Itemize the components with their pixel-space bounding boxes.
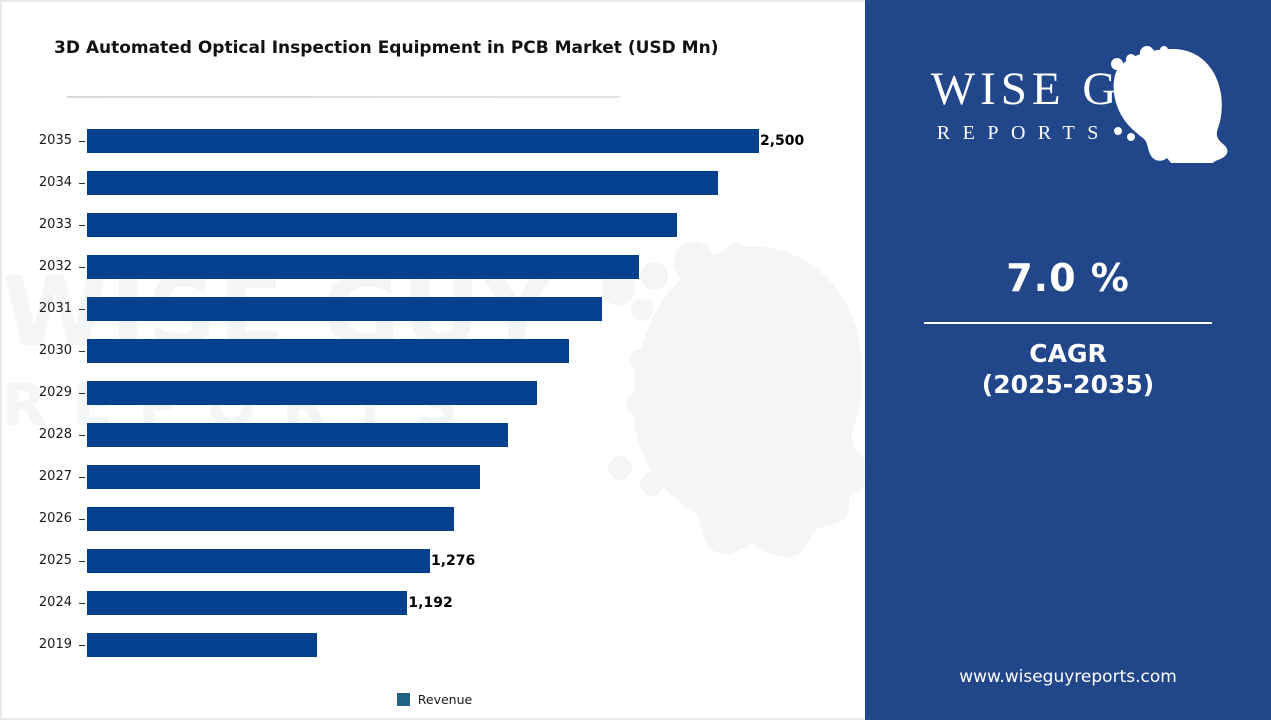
y-axis-tick-2026 <box>79 519 85 520</box>
chart-row-2028: 2028 <box>2 414 865 456</box>
logo-line1: WISE GUY <box>930 62 1200 115</box>
y-axis-label-2031: 2031 <box>38 301 72 316</box>
bar-2032[interactable] <box>87 255 640 279</box>
y-axis-label-2026: 2026 <box>38 511 72 526</box>
bar-value-label-2025: 1,276 <box>430 552 476 569</box>
y-axis-tick-2019 <box>79 645 85 646</box>
plot-area: 2035 2,500 2034 2033 2032 2031 2030 2029 2028 202… <box>2 112 865 657</box>
chart-panel: WISE GUY REPORTS <box>0 0 865 720</box>
chart-row-2034: 2034 <box>2 162 865 204</box>
bar-2029[interactable] <box>87 381 537 405</box>
bar-2033[interactable] <box>87 213 678 237</box>
legend-label-revenue: Revenue <box>417 692 473 707</box>
y-axis-label-2032: 2032 <box>38 259 72 274</box>
logo-text: WISE GUY REPORTS <box>930 62 1205 144</box>
cagr-value: 7.0 % <box>1006 256 1130 300</box>
bar-2031[interactable] <box>87 297 603 321</box>
bar-2025[interactable] <box>87 549 430 573</box>
bar-2034[interactable] <box>87 171 718 195</box>
y-axis-tick-2035 <box>79 141 85 142</box>
cagr-period: (2025-2035) <box>981 370 1155 400</box>
chart-row-2035: 2035 2,500 <box>2 120 865 162</box>
y-axis-tick-2032 <box>79 267 85 268</box>
y-axis-label-2035: 2035 <box>38 133 72 148</box>
cagr-block: 7.0 % CAGR (2025-2035) <box>865 256 1271 400</box>
brand-panel: WISE GUY REPORTS <box>865 0 1271 720</box>
bar-2026[interactable] <box>87 507 454 531</box>
chart-row-2032: 2032 <box>2 246 865 288</box>
y-axis-tick-2033 <box>79 225 85 226</box>
y-axis-tick-2024 <box>79 603 85 604</box>
logo-line2: REPORTS <box>936 121 1111 144</box>
chart-row-2026: 2026 <box>2 498 865 540</box>
chart-title: 3D Automated Optical Inspection Equipmen… <box>54 38 719 58</box>
chart-row-2024: 2024 1,192 <box>2 582 865 624</box>
chart-row-2019: 2019 <box>2 624 865 666</box>
bar-2028[interactable] <box>87 423 508 447</box>
wiseguyreports-logo: WISE GUY REPORTS <box>865 44 1271 164</box>
chart-legend: Revenue <box>2 692 865 707</box>
legend-swatch-revenue <box>396 693 410 706</box>
cagr-label: CAGR <box>1029 338 1107 368</box>
bar-value-label-2035: 2,500 <box>760 132 805 149</box>
bar-2030[interactable] <box>87 339 569 363</box>
cagr-divider <box>924 321 1212 324</box>
chart-row-2033: 2033 <box>2 204 865 246</box>
y-axis-label-2029: 2029 <box>38 385 72 400</box>
y-axis-label-2030: 2030 <box>38 343 72 358</box>
y-axis-tick-2027 <box>79 477 85 478</box>
y-axis-label-2028: 2028 <box>38 427 72 442</box>
bar-2019[interactable] <box>87 633 317 657</box>
y-axis-tick-2025 <box>79 561 85 562</box>
y-axis-tick-2034 <box>79 183 85 184</box>
y-axis-label-2033: 2033 <box>38 217 72 232</box>
chart-row-2031: 2031 <box>2 288 865 330</box>
y-axis-label-2024: 2024 <box>38 595 72 610</box>
chart-row-2027: 2027 <box>2 456 865 498</box>
y-axis-label-2034: 2034 <box>38 175 72 190</box>
bar-2027[interactable] <box>87 465 480 489</box>
y-axis-label-2027: 2027 <box>38 469 72 484</box>
y-axis-tick-2028 <box>79 435 85 436</box>
y-axis-tick-2030 <box>79 351 85 352</box>
chart-row-2025: 2025 1,276 <box>2 540 865 582</box>
y-axis-label-2019: 2019 <box>38 637 72 652</box>
y-axis-label-2025: 2025 <box>38 553 72 568</box>
y-axis-tick-2029 <box>79 393 85 394</box>
bar-value-label-2024: 1,192 <box>408 594 453 611</box>
chart-row-2030: 2030 <box>2 330 865 372</box>
brain-head-logo-icon <box>1111 46 1228 163</box>
chart-row-2029: 2029 <box>2 372 865 414</box>
bar-2024[interactable] <box>87 591 408 615</box>
y-axis-tick-2031 <box>79 309 85 310</box>
website-url: www.wiseguyreports.com <box>959 667 1177 687</box>
bar-2035[interactable] <box>87 129 759 153</box>
title-divider <box>67 96 620 98</box>
